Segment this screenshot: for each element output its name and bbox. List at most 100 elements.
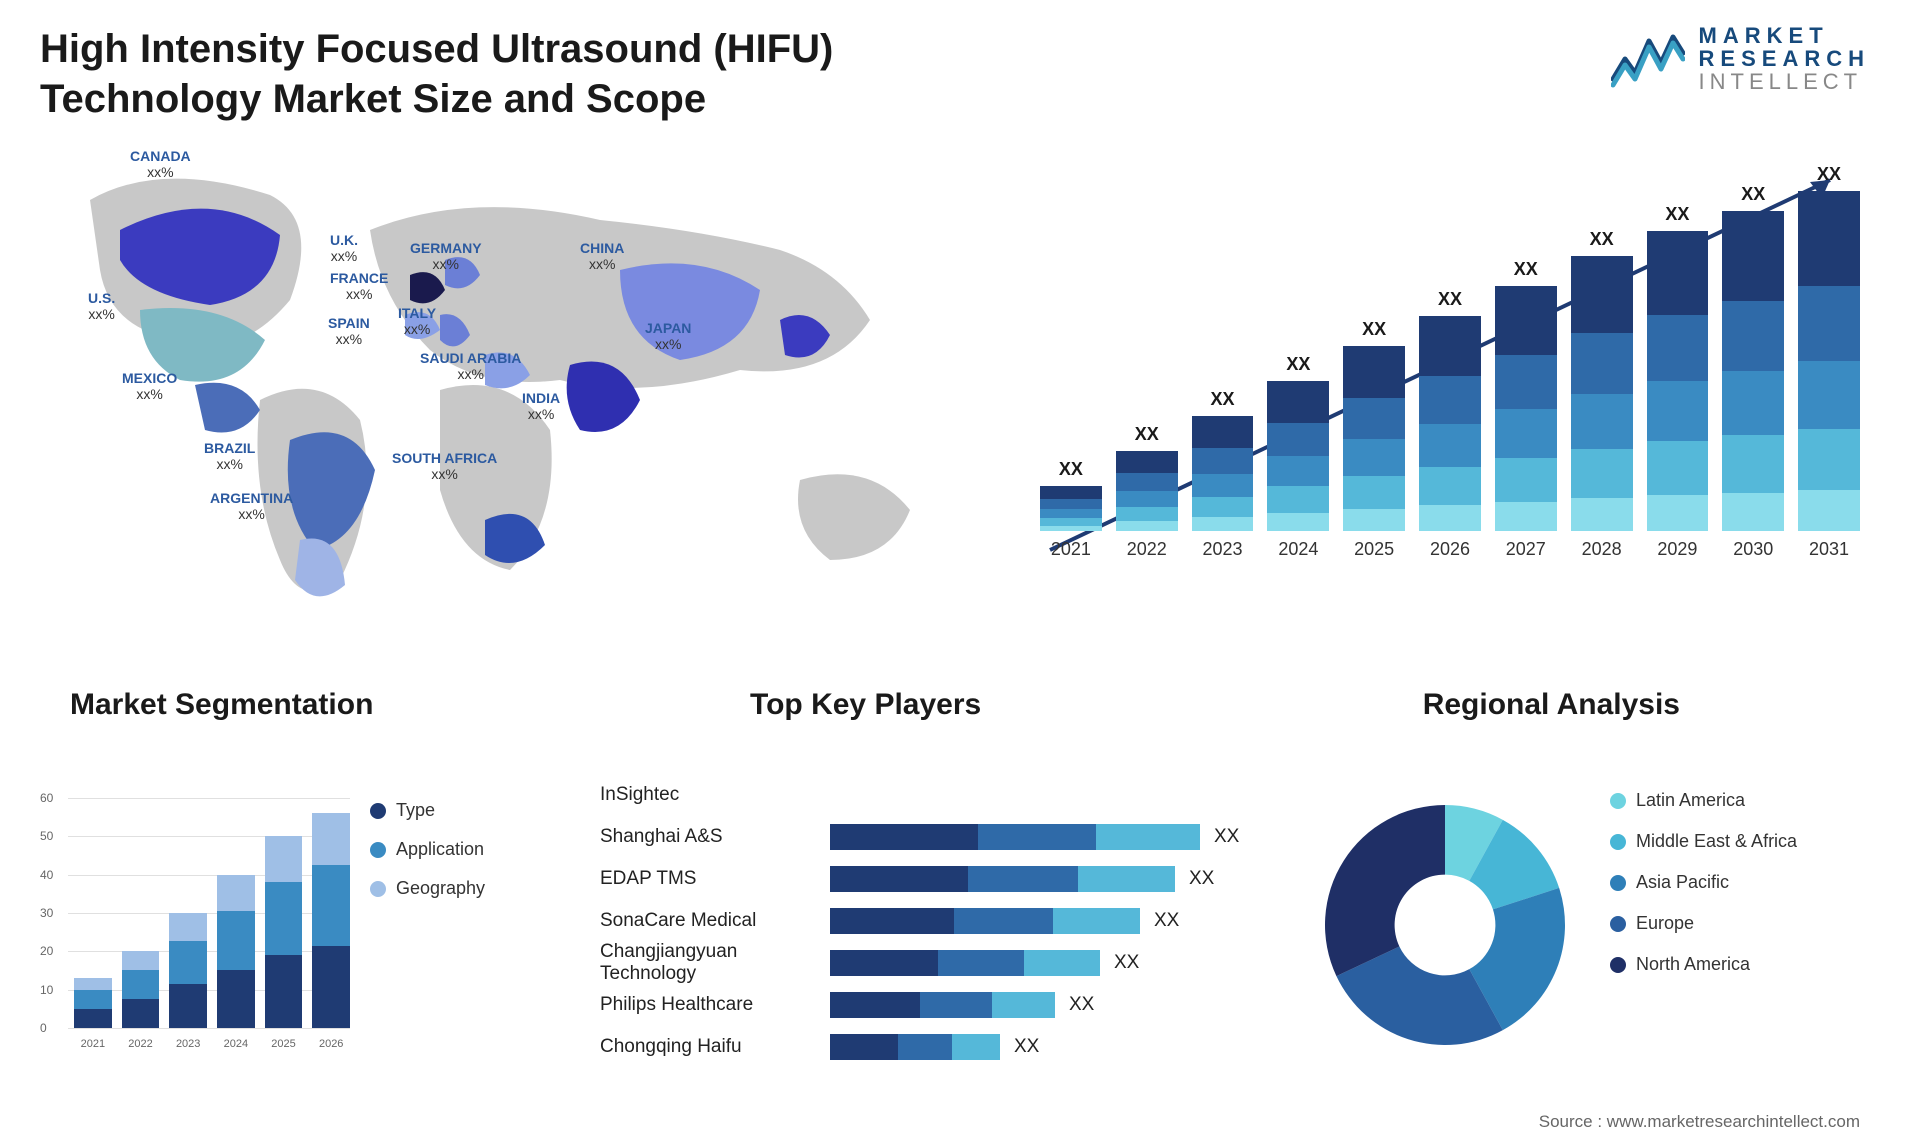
bar-stack: [1343, 346, 1405, 531]
bar-value-label: XX: [1362, 319, 1386, 340]
bar-stack: [1192, 416, 1254, 531]
map-label: ITALYxx%: [398, 305, 436, 337]
world-map: CANADAxx%U.S.xx%MEXICOxx%BRAZILxx%ARGENT…: [40, 140, 960, 640]
bar-year-label: 2027: [1506, 539, 1546, 560]
seg-bar: [122, 951, 160, 1028]
map-label: FRANCExx%: [330, 270, 388, 302]
player-value: XX: [1214, 826, 1239, 848]
bar-year-label: 2029: [1657, 539, 1697, 560]
legend-label: Type: [396, 800, 435, 821]
brand-logo: MARKET RESEARCH INTELLECT: [1611, 24, 1870, 93]
map-label: ARGENTINAxx%: [210, 490, 293, 522]
seg-year-label: 2023: [169, 1038, 207, 1050]
bar-stack: [1722, 211, 1784, 531]
player-value: XX: [1014, 1036, 1039, 1058]
player-value: XX: [1189, 868, 1214, 890]
bar-value-label: XX: [1135, 424, 1159, 445]
player-name: SonaCare Medical: [600, 910, 830, 932]
player-value: XX: [1114, 952, 1139, 974]
y-tick-label: 60: [40, 791, 53, 805]
map-label: JAPANxx%: [645, 320, 691, 352]
bar-col: XX2030: [1722, 184, 1784, 560]
market-size-chart: XX2021XX2022XX2023XX2024XX2025XX2026XX20…: [1030, 150, 1860, 590]
player-row: Changjiangyuan TechnologyXX: [600, 946, 1280, 980]
map-label: INDIAxx%: [522, 390, 560, 422]
player-name: Shanghai A&S: [600, 826, 830, 848]
bar-value-label: XX: [1817, 164, 1841, 185]
logo-line1: MARKET: [1699, 24, 1870, 47]
bar-year-label: 2028: [1582, 539, 1622, 560]
bar-year-label: 2023: [1203, 539, 1243, 560]
legend-dot-icon: [1610, 916, 1626, 932]
legend-label: Europe: [1636, 913, 1694, 934]
bar-value-label: XX: [1211, 389, 1235, 410]
bar-value-label: XX: [1514, 259, 1538, 280]
donut-chart: [1310, 790, 1580, 1060]
bar-year-label: 2026: [1430, 539, 1470, 560]
bar-col: XX2026: [1419, 289, 1481, 560]
player-value: XX: [1069, 994, 1094, 1016]
legend-item: Europe: [1610, 913, 1797, 934]
map-label: BRAZILxx%: [204, 440, 255, 472]
bar-col: XX 2028: [1571, 229, 1633, 560]
legend-item: North America: [1610, 954, 1797, 975]
legend-dot-icon: [370, 803, 386, 819]
y-tick-label: 50: [40, 829, 53, 843]
bar-year-label: 2025: [1354, 539, 1394, 560]
player-value: XX: [1154, 910, 1179, 932]
player-row: InSightec: [600, 778, 1280, 812]
map-label: GERMANYxx%: [410, 240, 482, 272]
player-bar: [830, 824, 1200, 850]
bar-value-label: XX: [1286, 354, 1310, 375]
y-tick-label: 0: [40, 1021, 47, 1035]
legend-label: North America: [1636, 954, 1750, 975]
bar-stack: [1040, 486, 1102, 531]
player-name: Philips Healthcare: [600, 994, 830, 1016]
map-label: MEXICOxx%: [122, 370, 177, 402]
seg-bar: [265, 836, 303, 1028]
player-bar: [830, 866, 1175, 892]
regional-chart: Latin America Middle East & Africa Asia Pa…: [1300, 730, 1860, 1060]
bar-stack: [1116, 451, 1178, 531]
player-row: Shanghai A&S XX: [600, 820, 1280, 854]
player-bar: [830, 992, 1055, 1018]
legend-dot-icon: [370, 881, 386, 897]
seg-year-label: 2026: [312, 1038, 350, 1050]
bar-year-label: 2021: [1051, 539, 1091, 560]
map-label: CHINAxx%: [580, 240, 624, 272]
segmentation-heading: Market Segmentation: [70, 688, 373, 722]
legend-item: Latin America: [1610, 790, 1797, 811]
legend-dot-icon: [1610, 834, 1626, 850]
player-row: Chongqing Haifu XX: [600, 1030, 1280, 1064]
bar-year-label: 2022: [1127, 539, 1167, 560]
player-name: InSightec: [600, 784, 830, 806]
bar-year-label: 2030: [1733, 539, 1773, 560]
legend-dot-icon: [1610, 793, 1626, 809]
bar-col: XX2031: [1798, 164, 1860, 560]
y-tick-label: 30: [40, 906, 53, 920]
legend-item: Middle East & Africa: [1610, 831, 1797, 852]
map-label: U.K.xx%: [330, 232, 358, 264]
map-label: SPAINxx%: [328, 315, 370, 347]
player-name: Chongqing Haifu: [600, 1036, 830, 1058]
player-bar: [830, 908, 1140, 934]
legend-item: Geography: [370, 878, 485, 899]
seg-bar: [74, 978, 112, 1028]
y-tick-label: 40: [40, 868, 53, 882]
bar-stack: [1798, 191, 1860, 531]
bar-value-label: XX: [1590, 229, 1614, 250]
segmentation-chart: 0102030405060202120222023202420252026 Ty…: [40, 730, 560, 1050]
legend-item: Application: [370, 839, 485, 860]
y-tick-label: 10: [40, 983, 53, 997]
bar-stack: [1419, 316, 1481, 531]
logo-line2: RESEARCH: [1699, 47, 1870, 70]
legend-item: Asia Pacific: [1610, 872, 1797, 893]
bar-col: XX 2022: [1116, 424, 1178, 560]
bar-stack: [1571, 256, 1633, 531]
legend-dot-icon: [1610, 875, 1626, 891]
bar-value-label: XX: [1059, 459, 1083, 480]
seg-bar: [217, 875, 255, 1028]
seg-year-label: 2024: [217, 1038, 255, 1050]
bar-year-label: 2024: [1278, 539, 1318, 560]
y-tick-label: 20: [40, 944, 53, 958]
